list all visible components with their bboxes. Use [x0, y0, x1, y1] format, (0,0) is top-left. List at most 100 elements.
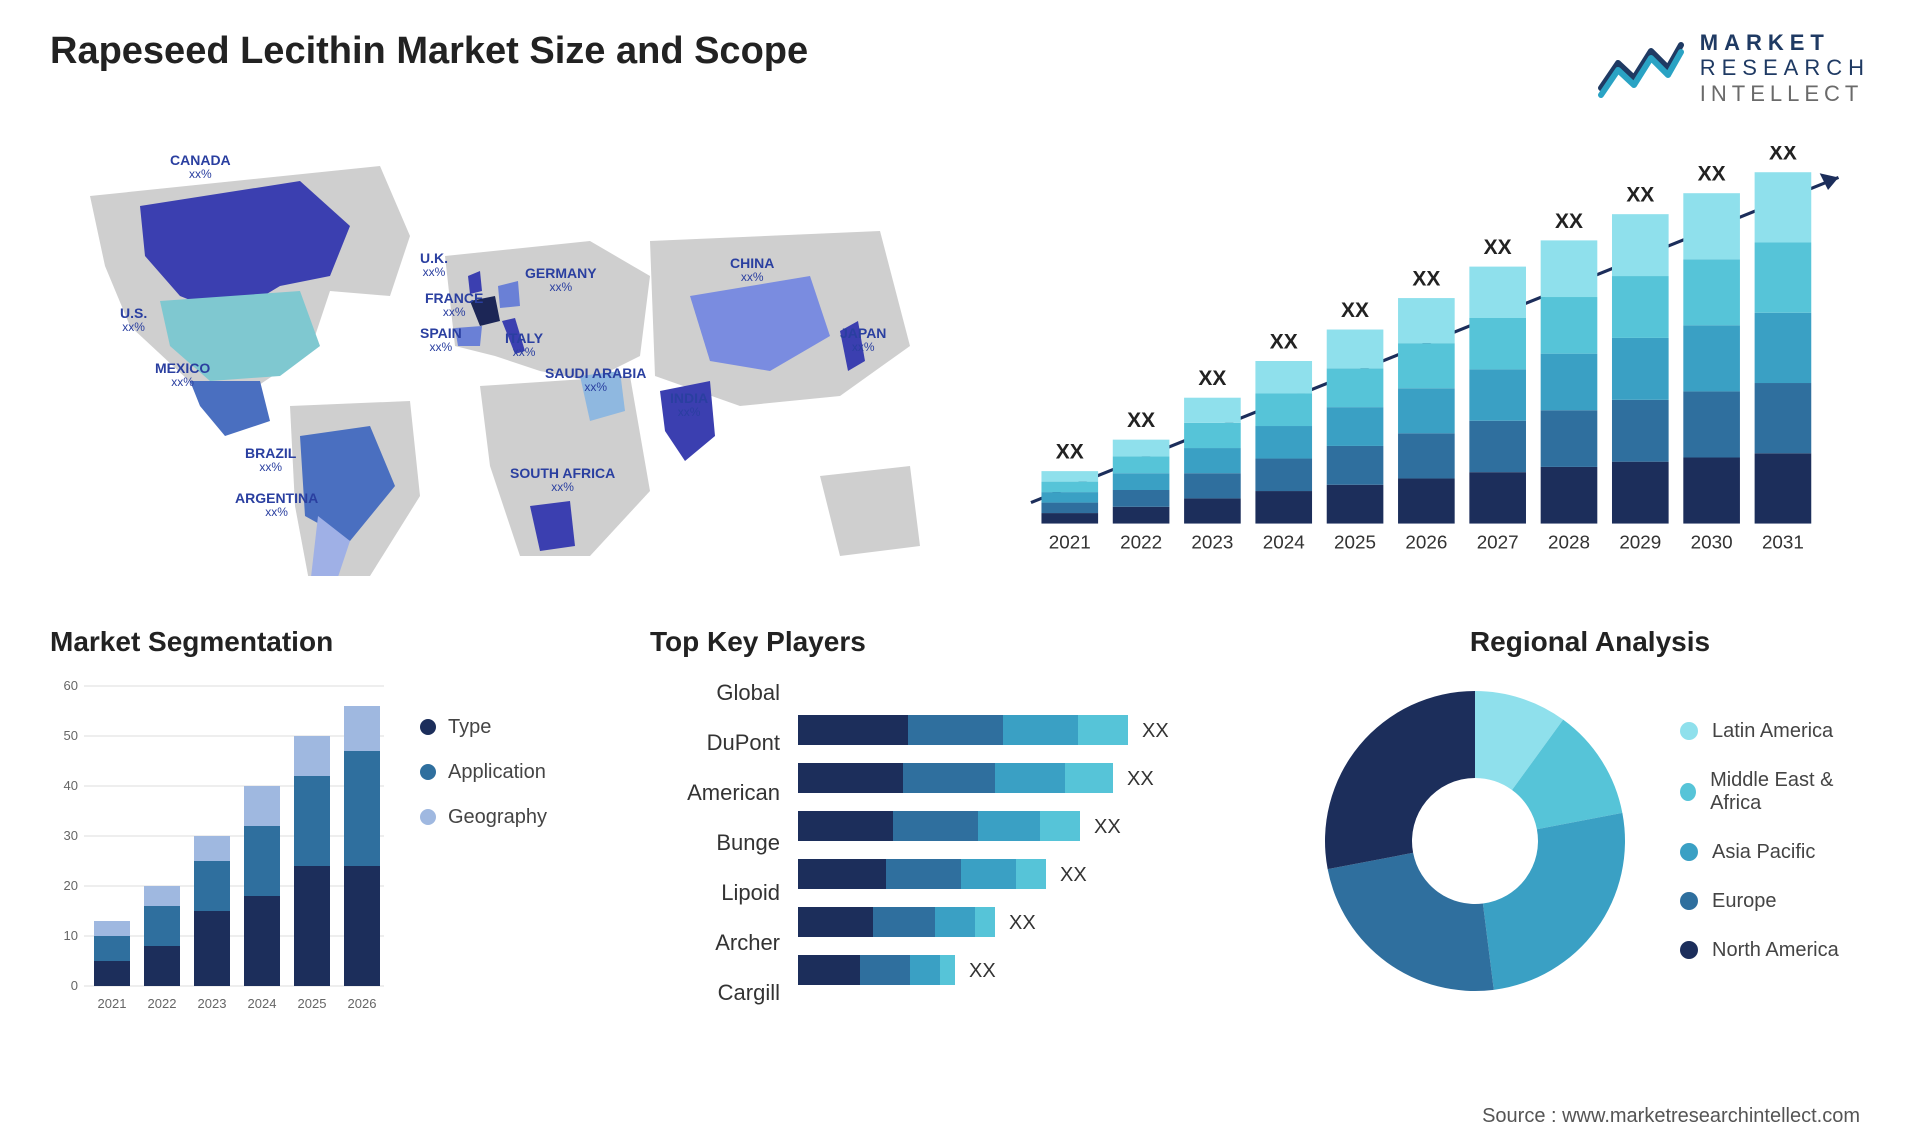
logo-text-3: INTELLECT	[1700, 81, 1870, 106]
donut-segment	[1483, 813, 1625, 990]
legend-dot-icon	[420, 764, 436, 780]
map-label: CANADAxx%	[170, 153, 231, 182]
legend-label: Asia Pacific	[1712, 841, 1815, 864]
segmentation-legend-item: Application	[420, 761, 547, 784]
players-title: Top Key Players	[650, 626, 1270, 658]
svg-text:0: 0	[71, 978, 78, 993]
map-label: JAPANxx%	[840, 326, 886, 355]
map-label: ARGENTINAxx%	[235, 491, 318, 520]
map-label: SAUDI ARABIAxx%	[545, 366, 646, 395]
legend-dot-icon	[1680, 892, 1698, 910]
segmentation-title: Market Segmentation	[50, 626, 610, 658]
svg-text:2030: 2030	[1691, 532, 1733, 553]
legend-dot-icon	[1680, 843, 1698, 861]
segmentation-panel: Market Segmentation 0 10 20 30 40 50 60 2021 202…	[50, 626, 610, 1056]
player-label: Bunge	[650, 830, 780, 856]
svg-text:2022: 2022	[1120, 532, 1162, 553]
players-chart: XXXXXXXXXXXX	[798, 676, 1270, 1016]
svg-text:XX: XX	[1009, 912, 1036, 934]
map-label: SPAINxx%	[420, 326, 462, 355]
svg-text:XX: XX	[1698, 163, 1726, 186]
svg-text:2021: 2021	[98, 996, 127, 1011]
legend-dot-icon	[1680, 783, 1696, 801]
page-title: Rapeseed Lecithin Market Size and Scope	[50, 30, 808, 73]
region-legend-item: Latin America	[1680, 720, 1870, 743]
svg-text:2023: 2023	[198, 996, 227, 1011]
svg-text:2028: 2028	[1548, 532, 1590, 553]
svg-text:50: 50	[64, 728, 78, 743]
svg-text:XX: XX	[969, 960, 996, 982]
map-label: BRAZILxx%	[245, 446, 296, 475]
regional-donut-svg	[1310, 676, 1640, 1006]
brand-logo: MARKET RESEARCH INTELLECT	[1596, 30, 1870, 106]
map-label: U.S.xx%	[120, 306, 147, 335]
svg-text:60: 60	[64, 678, 78, 693]
player-label: DuPont	[650, 730, 780, 756]
segmentation-legend-item: Type	[420, 716, 547, 739]
legend-label: Europe	[1712, 890, 1777, 913]
map-label: MEXICOxx%	[155, 361, 210, 390]
legend-dot-icon	[1680, 722, 1698, 740]
growth-chart-svg: 2021XX2022XX2023XX2024XX2025XX2026XX2027…	[1010, 146, 1870, 586]
map-label: U.K.xx%	[420, 251, 448, 280]
segmentation-chart: 0 10 20 30 40 50 60 2021 2022 2023 2024 2025 2026	[50, 676, 390, 1016]
svg-text:XX: XX	[1412, 267, 1440, 290]
logo-text-2: RESEARCH	[1700, 55, 1870, 80]
svg-text:2024: 2024	[248, 996, 277, 1011]
player-label: Global	[650, 680, 780, 706]
svg-text:XX: XX	[1060, 864, 1087, 886]
svg-text:2027: 2027	[1477, 532, 1519, 553]
legend-label: Type	[448, 716, 491, 739]
svg-text:2024: 2024	[1263, 532, 1305, 553]
legend-dot-icon	[420, 809, 436, 825]
players-panel: Top Key Players GlobalDuPontAmericanBung…	[650, 626, 1270, 1056]
segmentation-chart-svg: 0 10 20 30 40 50 60 2021 2022 2023 2024 2025 2026	[50, 676, 390, 1016]
map-label: ITALYxx%	[505, 331, 543, 360]
svg-text:2031: 2031	[1762, 532, 1804, 553]
legend-dot-icon	[420, 719, 436, 735]
segmentation-legend-item: Geography	[420, 806, 547, 829]
svg-text:XX: XX	[1198, 367, 1226, 390]
svg-text:XX: XX	[1056, 440, 1084, 463]
regional-legend: Latin America Middle East & Africa Asia Pa…	[1680, 720, 1870, 962]
regional-title: Regional Analysis	[1470, 626, 1710, 658]
region-legend-item: Europe	[1680, 890, 1870, 913]
player-label: Archer	[650, 930, 780, 956]
legend-label: Application	[448, 761, 546, 784]
map-label: FRANCExx%	[425, 291, 483, 320]
svg-text:XX: XX	[1142, 720, 1169, 742]
source-line: Source : www.marketresearchintellect.com	[1482, 1105, 1860, 1128]
svg-text:2026: 2026	[1405, 532, 1447, 553]
svg-text:XX: XX	[1769, 146, 1797, 165]
svg-text:XX: XX	[1341, 299, 1369, 322]
legend-dot-icon	[1680, 941, 1698, 959]
map-label: CHINAxx%	[730, 256, 774, 285]
regional-panel: Regional Analysis Latin America Middle Ea…	[1310, 626, 1870, 1056]
svg-text:2029: 2029	[1619, 532, 1661, 553]
segmentation-legend: Type Application Geography	[420, 676, 547, 1056]
svg-text:30: 30	[64, 828, 78, 843]
players-labels: GlobalDuPontAmericanBungeLipoidArcherCar…	[650, 676, 780, 1016]
svg-text:10: 10	[64, 928, 78, 943]
svg-text:XX: XX	[1555, 210, 1583, 233]
svg-text:XX: XX	[1626, 183, 1654, 206]
growth-chart: 2021XX2022XX2023XX2024XX2025XX2026XX2027…	[1010, 146, 1870, 576]
region-legend-item: North America	[1680, 939, 1870, 962]
svg-text:40: 40	[64, 778, 78, 793]
donut-segment	[1325, 691, 1475, 869]
svg-text:20: 20	[64, 878, 78, 893]
legend-label: Latin America	[1712, 720, 1833, 743]
svg-text:2023: 2023	[1191, 532, 1233, 553]
svg-text:2025: 2025	[1334, 532, 1376, 553]
donut-segment	[1328, 853, 1494, 991]
legend-label: Middle East & Africa	[1710, 769, 1870, 815]
map-label: SOUTH AFRICAxx%	[510, 466, 615, 495]
svg-text:2025: 2025	[298, 996, 327, 1011]
world-map: CANADAxx% U.S.xx% MEXICOxx% BRAZILxx% ARGENT…	[50, 146, 950, 576]
svg-text:2022: 2022	[148, 996, 177, 1011]
svg-text:XX: XX	[1127, 768, 1154, 790]
player-label: Cargill	[650, 980, 780, 1006]
map-label: INDIAxx%	[670, 391, 708, 420]
svg-text:2026: 2026	[348, 996, 377, 1011]
legend-label: North America	[1712, 939, 1839, 962]
